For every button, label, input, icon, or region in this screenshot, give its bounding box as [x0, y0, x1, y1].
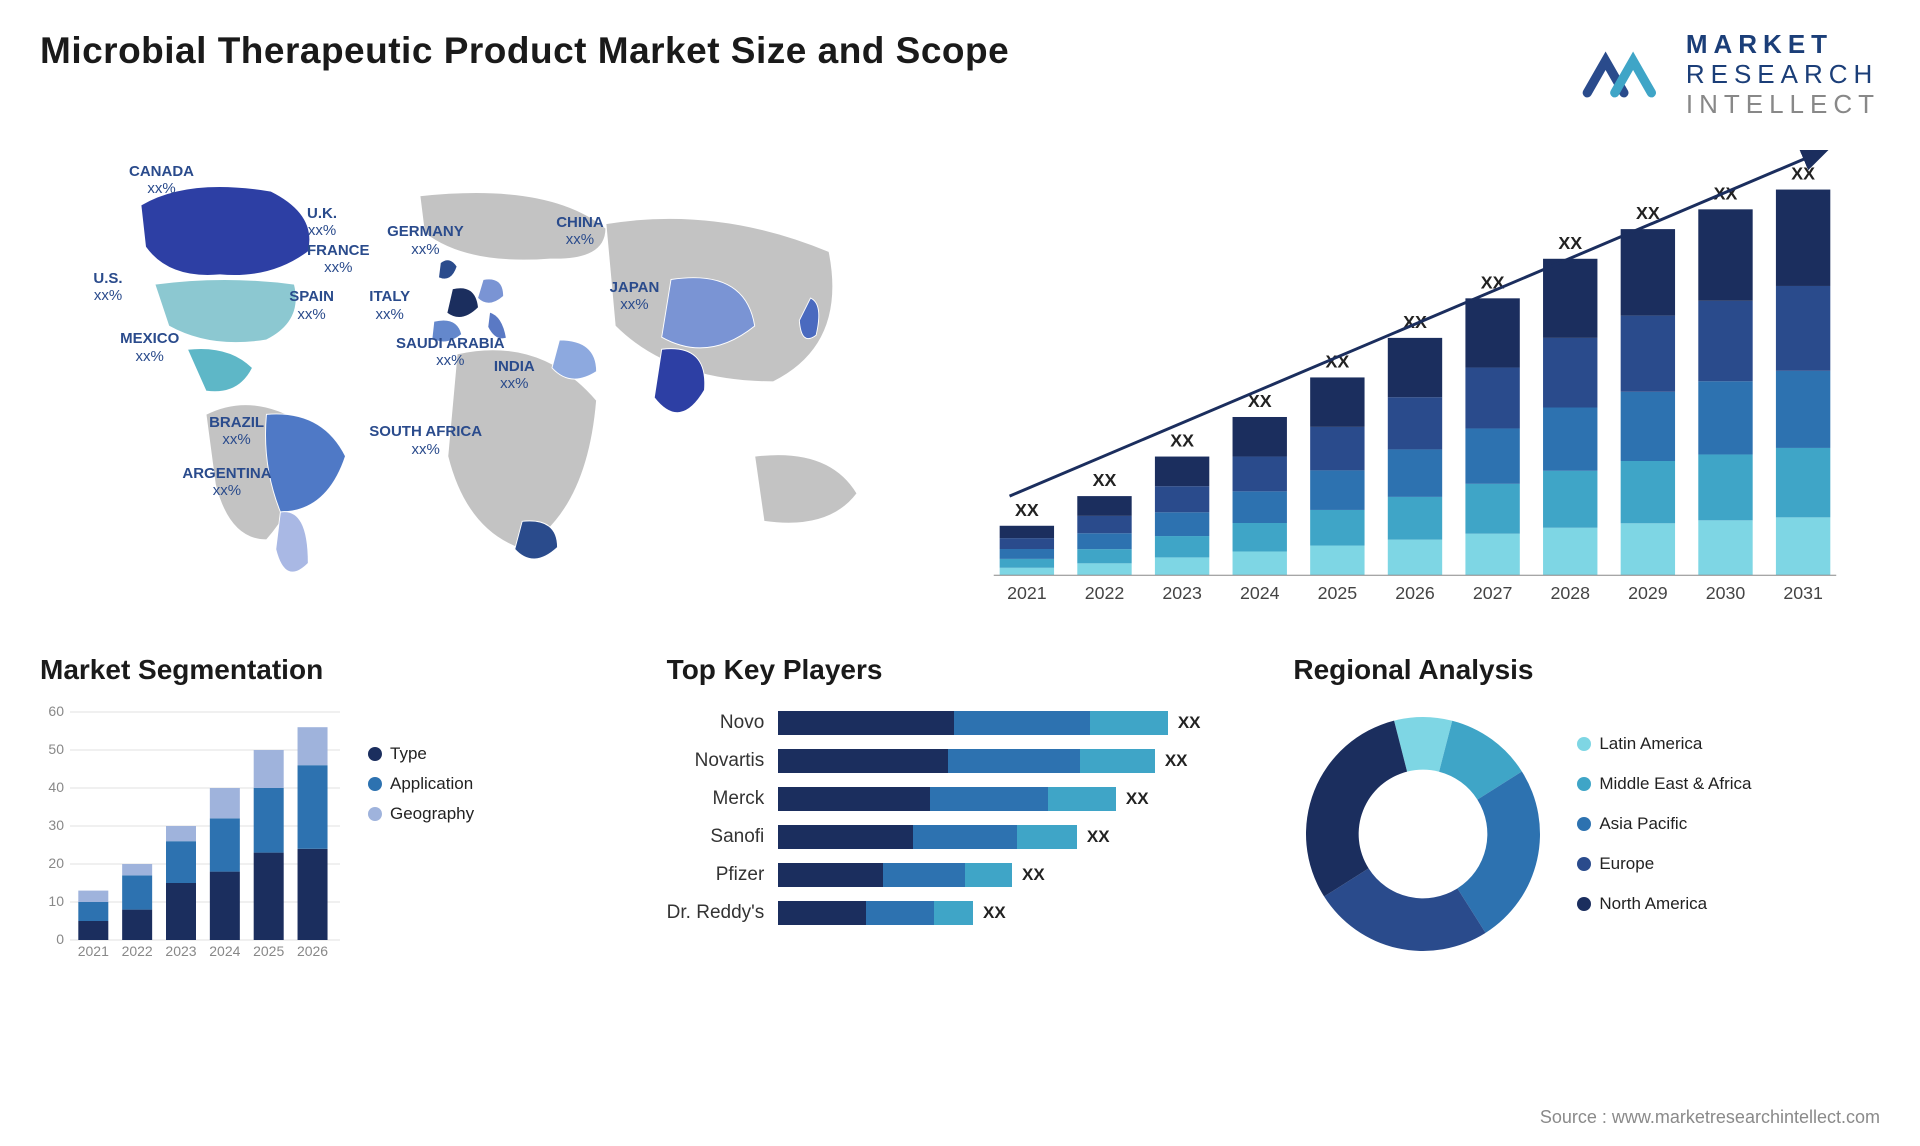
svg-text:2025: 2025 — [253, 943, 284, 959]
player-bars: XX XX XX XX XX XX — [778, 704, 1253, 932]
header: Microbial Therapeutic Product Market Siz… — [40, 30, 1880, 120]
svg-text:2022: 2022 — [122, 943, 153, 959]
svg-text:2023: 2023 — [165, 943, 196, 959]
svg-text:XX: XX — [1093, 470, 1117, 490]
country-label: BRAZILxx% — [209, 414, 264, 449]
country-label: SPAINxx% — [289, 288, 334, 323]
svg-text:2029: 2029 — [1628, 583, 1668, 603]
svg-text:2031: 2031 — [1783, 583, 1823, 603]
player-row: XX — [778, 704, 1253, 742]
page-title: Microbial Therapeutic Product Market Siz… — [40, 30, 1009, 72]
svg-text:10: 10 — [48, 893, 64, 909]
svg-text:30: 30 — [48, 817, 64, 833]
legend-item: Application — [368, 774, 474, 794]
svg-text:XX: XX — [1791, 163, 1815, 183]
player-name: Dr. Reddy's — [667, 894, 779, 932]
country-label: U.S.xx% — [93, 270, 122, 305]
segmentation-legend: Type Application Geography — [368, 744, 474, 834]
svg-text:2026: 2026 — [297, 943, 328, 959]
top-row: CANADAxx% U.S.xx% MEXICOxx% BRAZILxx% ARGENT… — [40, 140, 1880, 620]
growth-chart-svg: 2021 XX 2022 XX 2023 XX 2024 XX 2025 XX 2026 XX 2027… — [970, 150, 1860, 615]
svg-text:XX: XX — [1558, 233, 1582, 253]
country-label: ARGENTINAxx% — [182, 465, 271, 500]
country-label: CHINAxx% — [556, 214, 604, 249]
svg-text:2022: 2022 — [1085, 583, 1125, 603]
player-name: Merck — [667, 780, 779, 818]
legend-item: Middle East & Africa — [1577, 774, 1751, 794]
player-row: XX — [778, 894, 1253, 932]
world-map-svg — [40, 140, 930, 605]
regional-donut — [1293, 704, 1553, 964]
svg-text:40: 40 — [48, 779, 64, 795]
player-names: NovoNovartisMerckSanofiPfizerDr. Reddy's — [667, 704, 779, 932]
player-value: XX — [983, 903, 1006, 923]
country-label: SAUDI ARABIAxx% — [396, 335, 505, 370]
svg-text:2025: 2025 — [1318, 583, 1358, 603]
svg-text:2028: 2028 — [1550, 583, 1590, 603]
brand-logo: MARKET RESEARCH INTELLECT — [1581, 30, 1880, 120]
svg-text:60: 60 — [48, 704, 64, 719]
svg-text:2021: 2021 — [1007, 583, 1047, 603]
svg-text:0: 0 — [56, 931, 64, 947]
players-title: Top Key Players — [667, 654, 1254, 686]
svg-text:2030: 2030 — [1706, 583, 1746, 603]
growth-chart: 2021 XX 2022 XX 2023 XX 2024 XX 2025 XX 2026 XX 2027… — [970, 140, 1880, 620]
country-label: U.K.xx% — [307, 205, 337, 240]
country-label: ITALYxx% — [369, 288, 410, 323]
player-row: XX — [778, 742, 1253, 780]
svg-text:XX: XX — [1170, 430, 1194, 450]
svg-text:2026: 2026 — [1395, 583, 1435, 603]
svg-text:2023: 2023 — [1162, 583, 1202, 603]
legend-item: North America — [1577, 894, 1751, 914]
bottom-row: Market Segmentation 0 10 20 30 40 50 60 2021 202… — [40, 654, 1880, 964]
svg-text:2024: 2024 — [209, 943, 240, 959]
country-label: JAPANxx% — [610, 279, 660, 314]
country-label: FRANCExx% — [307, 242, 370, 277]
brand-line1: MARKET — [1686, 30, 1880, 60]
player-name: Pfizer — [667, 856, 779, 894]
player-name: Sanofi — [667, 818, 779, 856]
player-row: XX — [778, 818, 1253, 856]
source-attribution: Source : www.marketresearchintellect.com — [1540, 1107, 1880, 1128]
svg-text:20: 20 — [48, 855, 64, 871]
player-row: XX — [778, 780, 1253, 818]
player-name: Novo — [667, 704, 779, 742]
regional-title: Regional Analysis — [1293, 654, 1880, 686]
country-label: CANADAxx% — [129, 163, 194, 198]
country-label: INDIAxx% — [494, 358, 535, 393]
svg-text:2027: 2027 — [1473, 583, 1513, 603]
player-value: XX — [1087, 827, 1110, 847]
svg-text:XX: XX — [1015, 500, 1039, 520]
brand-line2: RESEARCH — [1686, 60, 1880, 90]
legend-item: Europe — [1577, 854, 1751, 874]
svg-text:2021: 2021 — [78, 943, 109, 959]
player-row: XX — [778, 856, 1253, 894]
player-value: XX — [1126, 789, 1149, 809]
legend-item: Latin America — [1577, 734, 1751, 754]
brand-icon — [1581, 47, 1676, 102]
country-label: MEXICOxx% — [120, 330, 179, 365]
players-section: Top Key Players NovoNovartisMerckSanofiP… — [667, 654, 1254, 964]
country-label: GERMANYxx% — [387, 223, 464, 258]
svg-text:2024: 2024 — [1240, 583, 1280, 603]
player-value: XX — [1178, 713, 1201, 733]
segmentation-title: Market Segmentation — [40, 654, 627, 686]
legend-item: Type — [368, 744, 474, 764]
player-value: XX — [1165, 751, 1188, 771]
world-map-panel: CANADAxx% U.S.xx% MEXICOxx% BRAZILxx% ARGENT… — [40, 140, 930, 605]
player-value: XX — [1022, 865, 1045, 885]
legend-item: Asia Pacific — [1577, 814, 1751, 834]
country-label: SOUTH AFRICAxx% — [369, 423, 482, 458]
svg-text:XX: XX — [1481, 272, 1505, 292]
regional-legend: Latin America Middle East & Africa Asia Pa… — [1577, 734, 1751, 934]
segmentation-chart: 0 10 20 30 40 50 60 2021 2022 2023 2024 2025 2026 — [40, 704, 340, 964]
regional-section: Regional Analysis Latin America Middle Ea… — [1293, 654, 1880, 964]
segmentation-section: Market Segmentation 0 10 20 30 40 50 60 2021 202… — [40, 654, 627, 964]
legend-item: Geography — [368, 804, 474, 824]
svg-text:50: 50 — [48, 741, 64, 757]
player-name: Novartis — [667, 742, 779, 780]
brand-line3: INTELLECT — [1686, 90, 1880, 120]
